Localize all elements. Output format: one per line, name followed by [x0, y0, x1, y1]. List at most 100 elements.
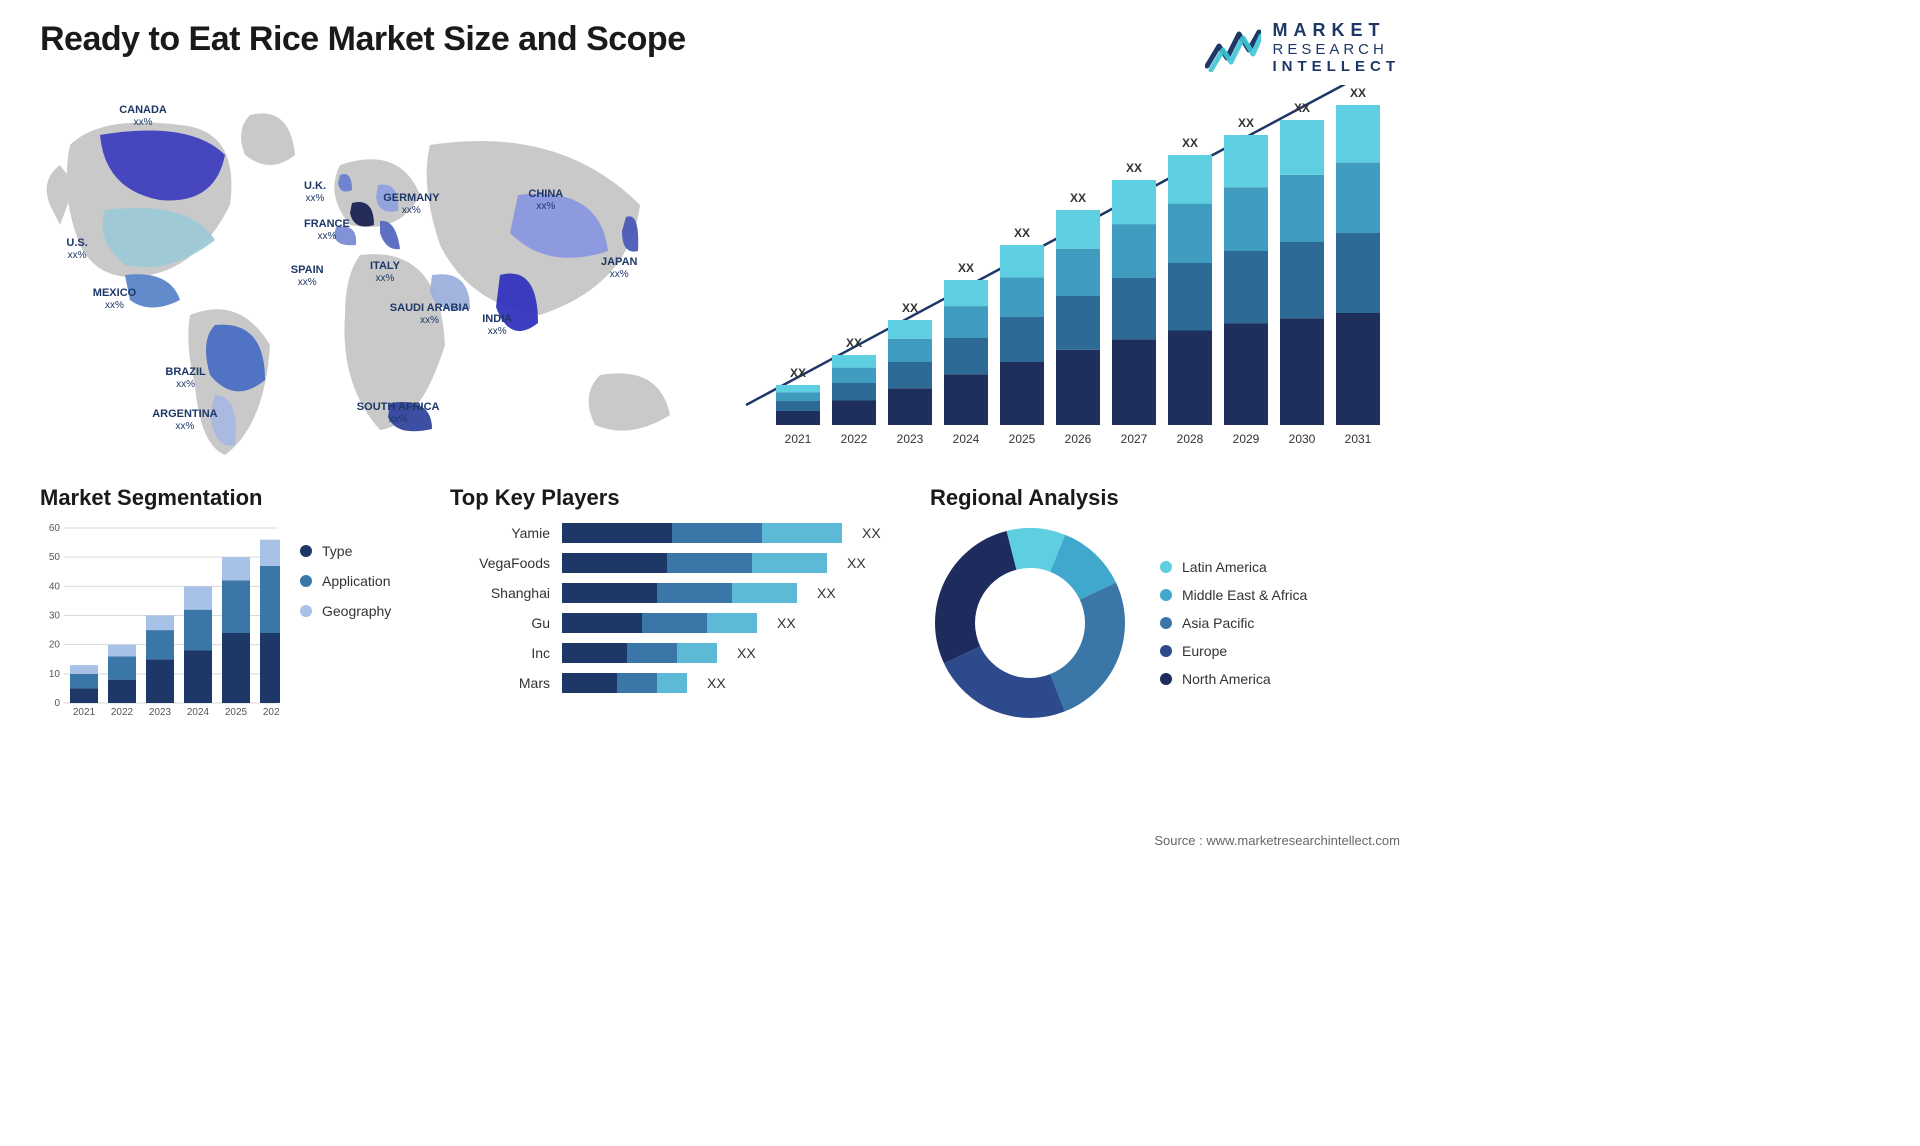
logo-line3: INTELLECT	[1273, 58, 1401, 75]
players-panel: Top Key Players YamieXXVegaFoodsXXShangh…	[450, 485, 900, 723]
player-value: XX	[862, 525, 881, 541]
page-title: Ready to Eat Rice Market Size and Scope	[40, 20, 686, 59]
map-label-argentina: ARGENTINAxx%	[152, 408, 217, 432]
map-label-mexico: MEXICOxx%	[93, 287, 136, 311]
player-value: XX	[707, 675, 726, 691]
svg-text:2027: 2027	[1121, 432, 1148, 446]
svg-text:XX: XX	[846, 336, 862, 350]
svg-text:2029: 2029	[1233, 432, 1260, 446]
regional-panel: Regional Analysis Latin America Middle Ea…	[930, 485, 1400, 723]
map-label-saudi-arabia: SAUDI ARABIAxx%	[390, 302, 470, 326]
regional-legend: Latin America Middle East & Africa Asia Pa…	[1160, 559, 1307, 687]
svg-text:XX: XX	[1238, 116, 1254, 130]
map-label-china: CHINAxx%	[528, 188, 563, 212]
map-label-u-s-: U.S.xx%	[66, 237, 87, 261]
segmentation-bar-chart: 0 10 20 30 40 50 60 2021 2022 2023 2024 2025 2026	[40, 523, 280, 723]
map-label-brazil: BRAZILxx%	[165, 366, 205, 390]
growth-bar-chart: XX2021XX2022XX2023XX2024XX2025XX2026XX20…	[740, 85, 1380, 465]
svg-text:2031: 2031	[1345, 432, 1372, 446]
map-label-italy: ITALYxx%	[370, 260, 400, 284]
map-label-canada: CANADAxx%	[119, 104, 167, 128]
map-label-india: INDIAxx%	[482, 313, 512, 337]
seg-legend-item: Type	[300, 543, 391, 559]
svg-text:10: 10	[49, 669, 61, 680]
svg-text:2026: 2026	[263, 707, 280, 718]
segmentation-panel: Market Segmentation 0 10 20 30 40 50 60 2021 202…	[40, 485, 420, 723]
player-row: Gu XX	[450, 613, 900, 633]
region-legend-item: Middle East & Africa	[1160, 587, 1307, 603]
player-bar	[562, 613, 757, 633]
logo-line2: RESEARCH	[1273, 41, 1401, 58]
region-legend-item: Europe	[1160, 643, 1307, 659]
player-row: Shanghai XX	[450, 583, 900, 603]
svg-text:60: 60	[49, 523, 61, 534]
svg-text:2021: 2021	[73, 707, 96, 718]
region-legend-item: Latin America	[1160, 559, 1307, 575]
player-name: Inc	[450, 645, 550, 661]
map-label-germany: GERMANYxx%	[383, 192, 439, 216]
map-label-u-k-: U.K.xx%	[304, 180, 326, 204]
svg-text:2030: 2030	[1289, 432, 1316, 446]
segmentation-legend: TypeApplicationGeography	[300, 523, 391, 723]
player-value: XX	[777, 615, 796, 631]
svg-text:20: 20	[49, 640, 61, 651]
svg-text:2025: 2025	[1009, 432, 1036, 446]
world-map-panel: CANADAxx% U.S.xx% MEXICOxx% BRAZILxx% ARGENT…	[40, 85, 700, 465]
logo-mark-icon	[1205, 24, 1261, 72]
map-label-france: FRANCExx%	[304, 218, 350, 242]
svg-text:30: 30	[49, 611, 61, 622]
player-bar	[562, 643, 717, 663]
seg-legend-item: Application	[300, 573, 391, 589]
segmentation-title: Market Segmentation	[40, 485, 420, 511]
player-value: XX	[847, 555, 866, 571]
svg-text:2023: 2023	[897, 432, 924, 446]
svg-text:XX: XX	[1014, 226, 1030, 240]
player-name: Gu	[450, 615, 550, 631]
svg-text:50: 50	[49, 552, 61, 563]
svg-text:2022: 2022	[111, 707, 134, 718]
svg-text:2024: 2024	[953, 432, 980, 446]
svg-text:2023: 2023	[149, 707, 172, 718]
svg-text:XX: XX	[1294, 101, 1310, 115]
players-bar-chart: YamieXXVegaFoodsXXShanghaiXXGuXXIncXXMar…	[450, 523, 900, 693]
map-label-spain: SPAINxx%	[291, 264, 324, 288]
svg-text:XX: XX	[1126, 161, 1142, 175]
player-row: VegaFoods XX	[450, 553, 900, 573]
player-bar	[562, 583, 797, 603]
region-legend-item: Asia Pacific	[1160, 615, 1307, 631]
svg-text:2025: 2025	[225, 707, 248, 718]
svg-text:2022: 2022	[841, 432, 868, 446]
players-title: Top Key Players	[450, 485, 900, 511]
svg-text:XX: XX	[1070, 191, 1086, 205]
player-value: XX	[737, 645, 756, 661]
player-name: VegaFoods	[450, 555, 550, 571]
player-row: Inc XX	[450, 643, 900, 663]
svg-text:40: 40	[49, 582, 61, 593]
regional-donut-chart	[930, 523, 1130, 723]
player-bar	[562, 673, 687, 693]
map-label-south-africa: SOUTH AFRICAxx%	[357, 401, 440, 425]
growth-chart-panel: XX2021XX2022XX2023XX2024XX2025XX2026XX20…	[740, 85, 1400, 465]
svg-text:2028: 2028	[1177, 432, 1204, 446]
source-attribution: Source : www.marketresearchintellect.com	[1154, 833, 1400, 848]
svg-text:XX: XX	[958, 261, 974, 275]
svg-text:2026: 2026	[1065, 432, 1092, 446]
svg-text:XX: XX	[902, 301, 918, 315]
player-bar	[562, 553, 827, 573]
svg-text:0: 0	[54, 698, 60, 709]
player-name: Shanghai	[450, 585, 550, 601]
svg-text:XX: XX	[1350, 86, 1366, 100]
player-row: YamieXX	[450, 523, 900, 543]
player-row: Mars XX	[450, 673, 900, 693]
region-legend-item: North America	[1160, 671, 1307, 687]
brand-logo: MARKET RESEARCH INTELLECT	[1205, 20, 1401, 75]
svg-text:XX: XX	[1182, 136, 1198, 150]
svg-text:XX: XX	[790, 366, 806, 380]
logo-line1: MARKET	[1273, 20, 1401, 41]
regional-title: Regional Analysis	[930, 485, 1400, 511]
player-value: XX	[817, 585, 836, 601]
svg-text:2024: 2024	[187, 707, 210, 718]
map-label-japan: JAPANxx%	[601, 256, 637, 280]
player-name: Mars	[450, 675, 550, 691]
player-bar	[562, 523, 842, 543]
